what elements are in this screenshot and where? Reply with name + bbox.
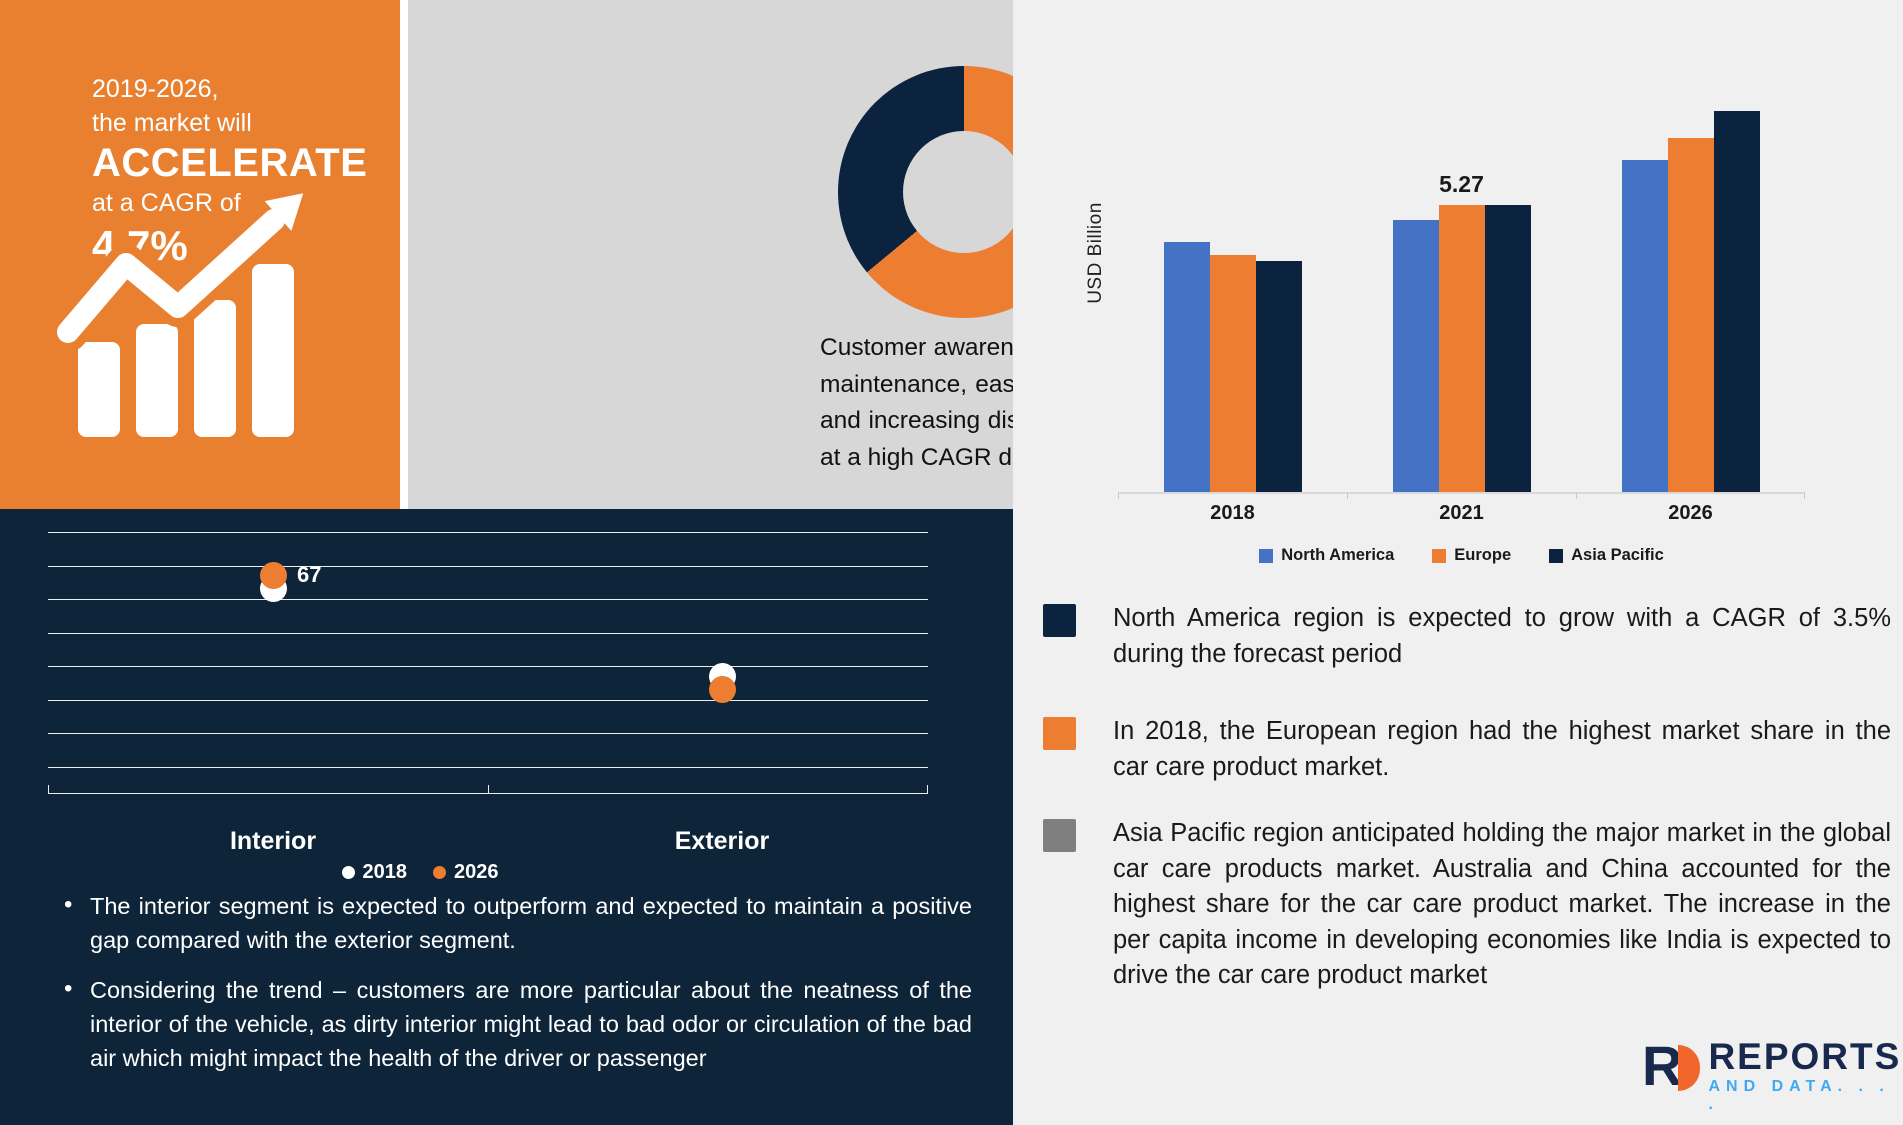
regional-bar-chart: 2018 2021 2026 5.27 — [1118, 100, 1805, 524]
growth-chart-arrow-icon — [56, 193, 304, 437]
dot-axis-tick — [488, 785, 489, 794]
bar-north-america-2026 — [1621, 160, 1668, 492]
dot-data-label: 67 — [297, 561, 322, 587]
bar-axis-tick — [1118, 492, 1119, 499]
donut-hole — [903, 131, 1025, 253]
dot-plot-gridline — [48, 532, 928, 533]
dot-legend-label: 2026 — [454, 861, 499, 883]
bar-axis-tick — [1804, 492, 1805, 499]
legend-swatch-icon — [1432, 548, 1447, 563]
cagr-period: 2019-2026, — [92, 75, 219, 103]
dot-plot-gridline — [48, 632, 928, 634]
cagr-line3: at a CAGR of — [92, 189, 241, 217]
legend-item-europe: Europe — [1432, 546, 1511, 565]
bar-chart-legend: North America Europe Asia Pacific — [1118, 546, 1805, 565]
legend-label: Europe — [1454, 546, 1512, 564]
dot-category-label-exterior: Exterior — [674, 827, 770, 855]
segment-bullet: The interior segment is expected to outp… — [40, 888, 972, 957]
dot-legend-swatch-icon — [341, 866, 355, 879]
logo-dots: . . . . — [1708, 1078, 1890, 1113]
dot-axis-tick — [48, 785, 49, 794]
logo-r-glyph: R — [1642, 1034, 1682, 1097]
dot-2026-exterior — [708, 675, 736, 703]
legend-swatch-icon — [1549, 548, 1564, 563]
bar-chart-y-axis-label: USD Billion — [1085, 202, 1106, 304]
bar-asia-pacific-2026 — [1713, 111, 1760, 492]
regional-bullet-text: Asia Pacific region anticipated holding … — [1113, 819, 1891, 989]
legend-label: Asia Pacific — [1571, 546, 1664, 564]
orange-square-bullet-icon — [1043, 717, 1076, 750]
cagr-line2: the market will — [92, 109, 252, 137]
dot-legend-label: 2018 — [362, 861, 408, 883]
bar-europe-2021 — [1438, 205, 1485, 492]
segment-dot-plot: 67 — [48, 532, 928, 794]
segment-bullet: Considering the trend – customers are mo… — [40, 972, 972, 1075]
bar-axis-tick — [1576, 492, 1577, 499]
logo-subtitle-text: AND DATA — [1708, 1078, 1838, 1095]
dot-plot-gridline — [48, 599, 928, 600]
navy-square-bullet-icon — [1043, 604, 1076, 637]
logo-d-glyph — [1678, 1045, 1701, 1091]
bar-x-label-2018: 2018 — [1210, 502, 1255, 524]
bar-north-america-2021 — [1392, 220, 1439, 492]
regional-bullet-text: In 2018, the European region had the hig… — [1113, 717, 1891, 781]
bar-asia-pacific-2021 — [1484, 205, 1531, 492]
regional-bullet-europe: In 2018, the European region had the hig… — [1043, 714, 1891, 785]
dot-plot-gridline — [48, 766, 928, 768]
legend-item-asia-pacific: Asia Pacific — [1549, 546, 1664, 565]
bar-asia-pacific-2018 — [1255, 261, 1302, 492]
logo-subtitle: AND DATA. . . . — [1708, 1078, 1903, 1114]
bar-data-label: 5.27 — [1439, 171, 1484, 198]
interior-share-panel: 64% of the total car products market is … — [408, 0, 1418, 509]
segment-bullet-list: The interior segment is expected to outp… — [40, 888, 972, 1091]
reports-and-data-logo: R REPORTS AND DATA. . . . — [1642, 1038, 1903, 1114]
cagr-panel: 2019-2026, the market will ACCELERATE at… — [0, 0, 400, 509]
segment-panel: 67 2018 2026 The interior segment is expe… — [0, 509, 1013, 1125]
bar-x-label-2021: 2021 — [1439, 502, 1484, 524]
gray-square-bullet-icon — [1043, 819, 1076, 852]
logo-text-block: REPORTS AND DATA. . . . — [1708, 1038, 1903, 1114]
regional-bullet-asia-pacific: Asia Pacific region anticipated holding … — [1043, 816, 1891, 994]
dot-axis-tick — [927, 785, 928, 794]
dot-plot-gridline — [48, 565, 928, 567]
bar-axis-tick — [1347, 492, 1348, 499]
legend-swatch-icon — [1259, 548, 1274, 563]
dot-plot-gridline — [48, 733, 928, 734]
dot-category-label-interior: Interior — [229, 827, 317, 855]
regional-bullet-text: North America region is expected to grow… — [1113, 604, 1891, 668]
dot-legend-item-2026: 2026 — [433, 861, 499, 884]
bar-x-label-2026: 2026 — [1668, 502, 1713, 524]
bar-north-america-2018 — [1163, 242, 1210, 492]
logo-mark-icon: R — [1642, 1034, 1701, 1097]
legend-label: North America — [1281, 546, 1395, 564]
legend-item-north-america: North America — [1259, 546, 1394, 565]
bar-europe-2018 — [1209, 255, 1256, 492]
cagr-accent-word: ACCELERATE — [92, 141, 368, 185]
dot-plot-gridline — [48, 666, 928, 667]
dot-legend-swatch-icon — [433, 866, 446, 879]
regional-bullet-north-america: North America region is expected to grow… — [1043, 601, 1891, 672]
bar-europe-2026 — [1667, 138, 1714, 492]
dot-legend-item-2018: 2018 — [341, 861, 408, 884]
logo-title: REPORTS — [1708, 1036, 1902, 1077]
dot-plot-legend: 2018 2026 — [255, 861, 585, 884]
dot-2026-interior — [259, 562, 287, 590]
dot-plot-gridline — [48, 699, 928, 701]
